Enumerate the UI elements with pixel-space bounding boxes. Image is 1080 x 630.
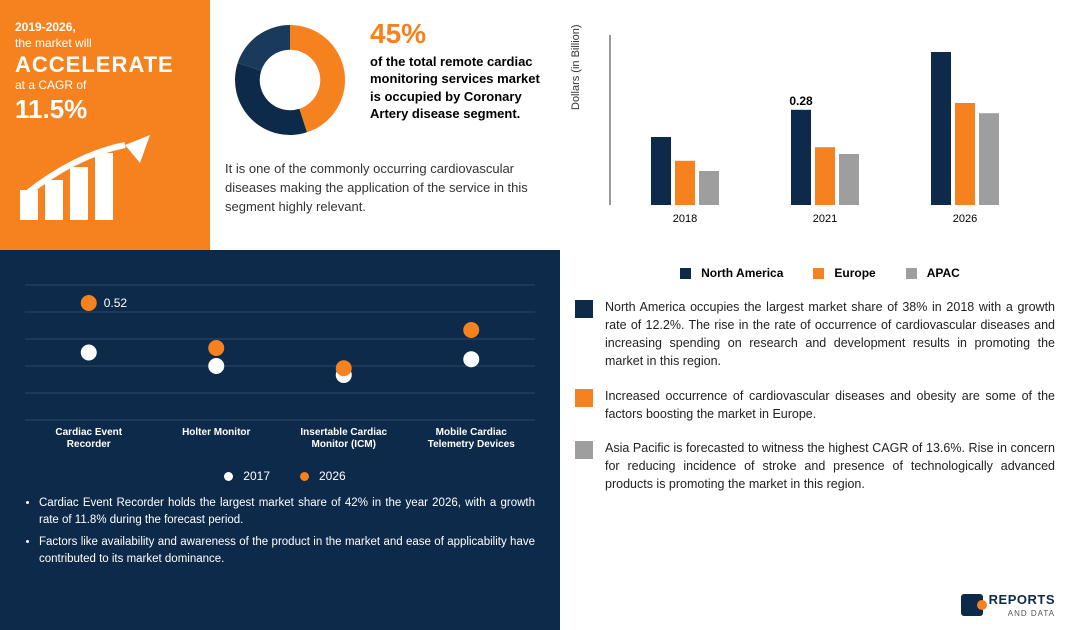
donut-description: It is one of the commonly occurring card… [225,160,540,217]
bar-ylabel: Dollars (in Billion) [570,24,582,110]
info-list: North America occupies the largest marke… [575,298,1055,509]
info-swatch [575,441,593,459]
growth-arrow-icon [15,135,165,225]
info-item: North America occupies the largest marke… [575,298,1055,371]
bar-chart-area: Dollars (in Billion) 20180.2820212026 [575,20,1055,260]
accel-word: ACCELERATE [15,52,195,78]
info-item: Increased occurrence of cardiovascular d… [575,387,1055,423]
accel-line2: the market will [15,36,195,50]
accelerate-panel: 2019-2026, the market will ACCELERATE at… [0,0,210,250]
info-item: Asia Pacific is forecasted to witness th… [575,439,1055,493]
svg-text:Mobile CardiacTelemetry Device: Mobile CardiacTelemetry Devices [428,427,516,450]
info-text: Increased occurrence of cardiovascular d… [605,387,1055,423]
info-swatch [575,389,593,407]
info-swatch [575,300,593,318]
bar-legend: North AmericaEuropeAPAC [575,266,1055,280]
svg-text:Insertable CardiacMonitor (ICM: Insertable CardiacMonitor (ICM) [300,427,387,450]
donut-chart [225,15,355,145]
logo-icon [961,594,983,616]
accel-cagr-label: at a CAGR of [15,78,195,92]
svg-text:0.28: 0.28 [789,94,813,108]
svg-text:0.52: 0.52 [104,296,128,310]
accel-cagr: 11.5% [15,94,195,125]
svg-text:Holter Monitor: Holter Monitor [182,427,250,438]
svg-text:2018: 2018 [673,213,697,225]
scatter-legend: 20172026 [25,469,535,483]
logo-line1: REPORTS [989,592,1055,607]
bullet-item: Cardiac Event Recorder holds the largest… [39,495,535,528]
bar-chart: 2018 0.28 2021 2026 [575,20,1055,230]
scatter-bullets: Cardiac Event Recorder holds the largest… [25,495,535,574]
donut-percent: 45% [370,15,540,53]
info-text: Asia Pacific is forecasted to witness th… [605,439,1055,493]
svg-text:Cardiac EventRecorder: Cardiac EventRecorder [55,427,122,450]
info-text: North America occupies the largest marke… [605,298,1055,371]
logo: REPORTS AND DATA [961,591,1055,618]
donut-panel: 45% of the total remote cardiac monitori… [210,0,560,250]
accel-range: 2019-2026, [15,20,195,36]
svg-text:2026: 2026 [953,213,977,225]
scatter-chart: 0.52 Cardiac EventRecorder Holter Monitor I… [25,265,535,465]
svg-text:2021: 2021 [813,213,837,225]
bullet-item: Factors like availability and awareness … [39,534,535,567]
logo-line2: AND DATA [989,609,1055,618]
scatter-panel: 0.52 Cardiac EventRecorder Holter Monitor I… [0,250,560,630]
donut-text: of the total remote cardiac monitoring s… [370,53,540,123]
